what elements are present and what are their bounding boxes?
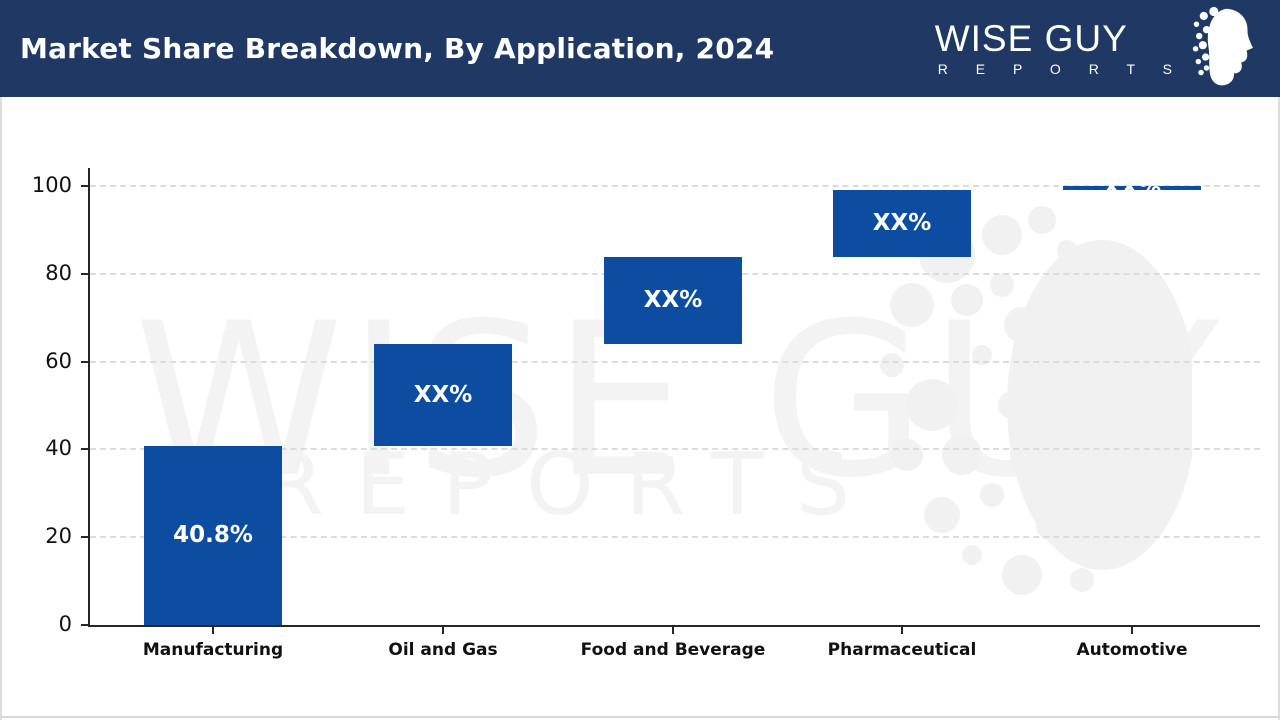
x-axis-tick (672, 627, 674, 634)
y-axis-tick (81, 185, 88, 187)
gridline-100 (90, 185, 1260, 187)
logo-text: WISE GUY R E P O R T S (935, 20, 1184, 77)
y-axis-tick-label: 40 (45, 436, 72, 461)
bar-value-label: XX% (413, 381, 473, 408)
bar-value-label: 40.8% (173, 522, 253, 549)
bar-value-label: XX% (643, 287, 703, 314)
x-axis-tick (1131, 627, 1133, 634)
bar-oil-and-gas: XX% (374, 343, 512, 446)
x-axis-label-manufacturing: Manufacturing (142, 640, 284, 660)
bar-automotive: XX% (1063, 186, 1201, 190)
bar-value-label: XX% (872, 210, 932, 237)
y-axis-tick (81, 272, 88, 275)
x-axis-label-food-and-beverage: Food and Beverage (580, 640, 766, 660)
head-profile-logo-icon (1190, 6, 1254, 92)
x-axis-line (88, 625, 1260, 627)
bar-food-and-beverage: XX% (604, 256, 742, 344)
y-axis-tick-label: 60 (45, 348, 72, 373)
y-axis-tick-label: 80 (45, 260, 72, 285)
chart-canvas: WISE GUY REPORTS 0 20 40 60 80 1 (0, 97, 1280, 720)
bar-pharmaceutical: XX% (833, 189, 971, 257)
gridline-40 (90, 448, 1260, 451)
bar-manufacturing: 40.8% (144, 445, 282, 625)
y-axis-tick (81, 360, 88, 363)
logo-name: WISE GUY (934, 18, 1128, 59)
y-axis-tick-label: 20 (45, 524, 72, 549)
bottom-divider (2, 716, 1280, 718)
y-axis-tick (81, 448, 88, 451)
page-title: Market Share Breakdown, By Application, … (20, 32, 775, 65)
x-axis-tick (212, 627, 214, 634)
x-axis-label-pharmaceutical: Pharmaceutical (827, 640, 977, 660)
plot-area: 0 20 40 60 80 100 40.8% Manufacturing XX% Oil and… (32, 168, 1260, 660)
x-axis-label-automotive: Automotive (1076, 640, 1188, 660)
x-axis-label-oil-and-gas: Oil and Gas (388, 640, 498, 660)
y-axis-tick-label: 0 (58, 612, 72, 636)
y-axis-line (88, 168, 90, 627)
y-axis-tick (81, 624, 88, 626)
y-axis-tick-label: 100 (31, 173, 72, 197)
logo-subtitle: R E P O R T S (937, 61, 1184, 77)
x-axis-tick (901, 627, 903, 634)
wise-guy-reports-logo: WISE GUY R E P O R T S (935, 6, 1254, 92)
gridline-20 (90, 536, 1260, 539)
x-axis-tick (442, 627, 444, 634)
header: Market Share Breakdown, By Application, … (0, 0, 1280, 97)
bar-value-label: XX% (1103, 186, 1162, 190)
gridline-60 (90, 360, 1260, 363)
y-axis-tick (81, 536, 88, 539)
